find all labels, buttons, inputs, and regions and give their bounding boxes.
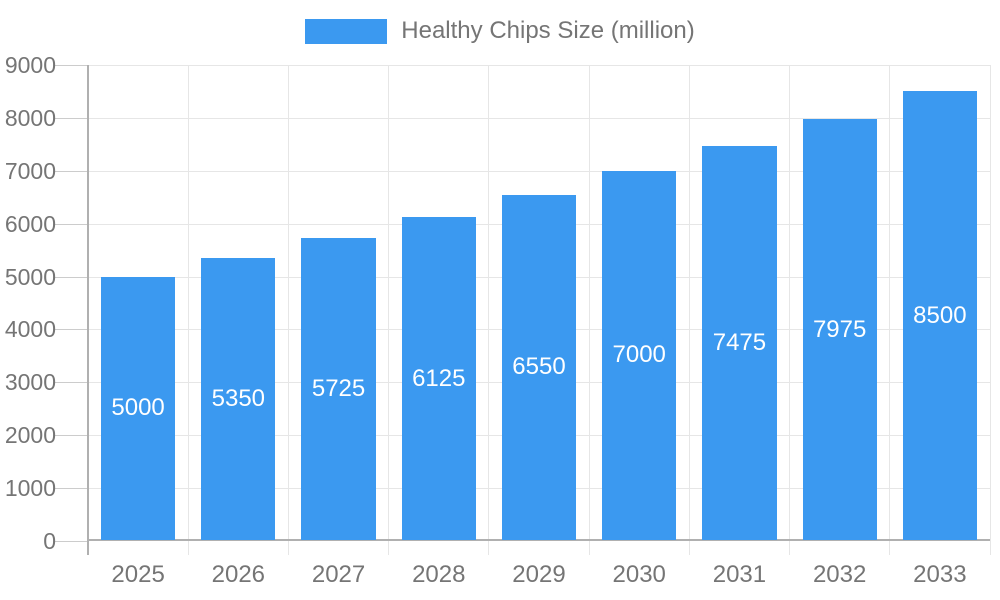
y-tick-6000 — [55, 223, 88, 225]
bar-2032[interactable]: 7975 — [802, 119, 877, 540]
x-axis-label-2028: 2028 — [412, 561, 466, 588]
gridline-x-8 — [889, 65, 891, 555]
y-tick-4000 — [55, 329, 88, 331]
x-axis-label-2029: 2029 — [512, 561, 566, 588]
gridline-y-9000 — [88, 65, 990, 66]
gridline-x-7 — [789, 65, 791, 555]
gridline-x-3 — [388, 65, 390, 555]
y-axis-label-9000: 9000 — [4, 52, 56, 78]
bar-2031[interactable]: 7475 — [702, 145, 777, 540]
y-tick-5000 — [55, 276, 88, 278]
x-axis-label-2030: 2030 — [612, 561, 666, 588]
y-tick-7000 — [55, 170, 88, 172]
gridline-x-6 — [688, 65, 690, 555]
legend[interactable]: Healthy Chips Size (million) — [0, 14, 1000, 48]
y-tick-3000 — [55, 382, 88, 384]
y-axis-label-7000: 7000 — [4, 157, 56, 184]
y-tick-8000 — [55, 117, 88, 119]
bar-2029[interactable]: 6550 — [501, 194, 577, 540]
bar-2033[interactable]: 8500 — [902, 91, 977, 540]
bar-2026[interactable]: 5350 — [201, 258, 276, 540]
x-axis-label-2033: 2033 — [913, 561, 967, 588]
gridline-x-4 — [488, 65, 490, 555]
y-axis-label-3000: 3000 — [4, 369, 56, 396]
plot-area: 5000 5350 5725 6125 6550 7000 7475 7975 8500 — [55, 65, 991, 555]
x-axis-label-2025: 2025 — [111, 561, 165, 588]
bar-value-label-2027: 5725 — [311, 375, 366, 403]
y-axis-label-5000: 5000 — [4, 263, 56, 290]
x-axis-label-2027: 2027 — [311, 561, 366, 588]
legend-label: Healthy Chips Size (million) — [401, 17, 695, 44]
bar-value-label-2025: 5000 — [111, 394, 165, 422]
x-axis-line — [88, 539, 990, 541]
y-axis-label-1000: 1000 — [4, 475, 56, 502]
x-axis-label-2032: 2032 — [812, 561, 867, 588]
gridline-x-1 — [187, 65, 189, 555]
bar-value-label-2032: 7975 — [812, 315, 867, 343]
y-axis-line — [87, 65, 89, 555]
bar-value-label-2028: 6125 — [412, 364, 466, 392]
y-tick-2000 — [55, 435, 88, 437]
bar-2027[interactable]: 5725 — [301, 238, 376, 540]
bar-value-label-2033: 8500 — [913, 301, 967, 329]
bar-2030[interactable]: 7000 — [602, 170, 677, 540]
y-axis-label-6000: 6000 — [4, 210, 56, 237]
gridline-y-8000 — [88, 117, 990, 119]
x-axis-label-2031: 2031 — [712, 561, 767, 588]
gridline-y-7000 — [88, 170, 990, 172]
bar-2025[interactable]: 5000 — [101, 276, 176, 540]
y-axis-label-4000: 4000 — [4, 316, 56, 343]
y-tick-0 — [55, 541, 88, 542]
y-axis-label-0: 0 — [43, 528, 56, 554]
y-axis-label-8000: 8000 — [4, 104, 56, 131]
bar-value-label-2030: 7000 — [612, 341, 666, 369]
gridline-x-5 — [588, 65, 590, 555]
x-axis-label-2026: 2026 — [211, 561, 266, 588]
y-axis-label-2000: 2000 — [4, 422, 56, 449]
y-tick-1000 — [55, 488, 88, 490]
gridline-x-9 — [989, 65, 991, 555]
bar-value-label-2031: 7475 — [712, 328, 767, 356]
bar-value-label-2029: 6550 — [512, 353, 566, 381]
y-tick-9000 — [55, 65, 88, 66]
bar-2028[interactable]: 6125 — [401, 217, 476, 540]
gridline-x-2 — [287, 65, 289, 555]
legend-swatch — [305, 18, 388, 44]
bar-value-label-2026: 5350 — [211, 385, 266, 412]
